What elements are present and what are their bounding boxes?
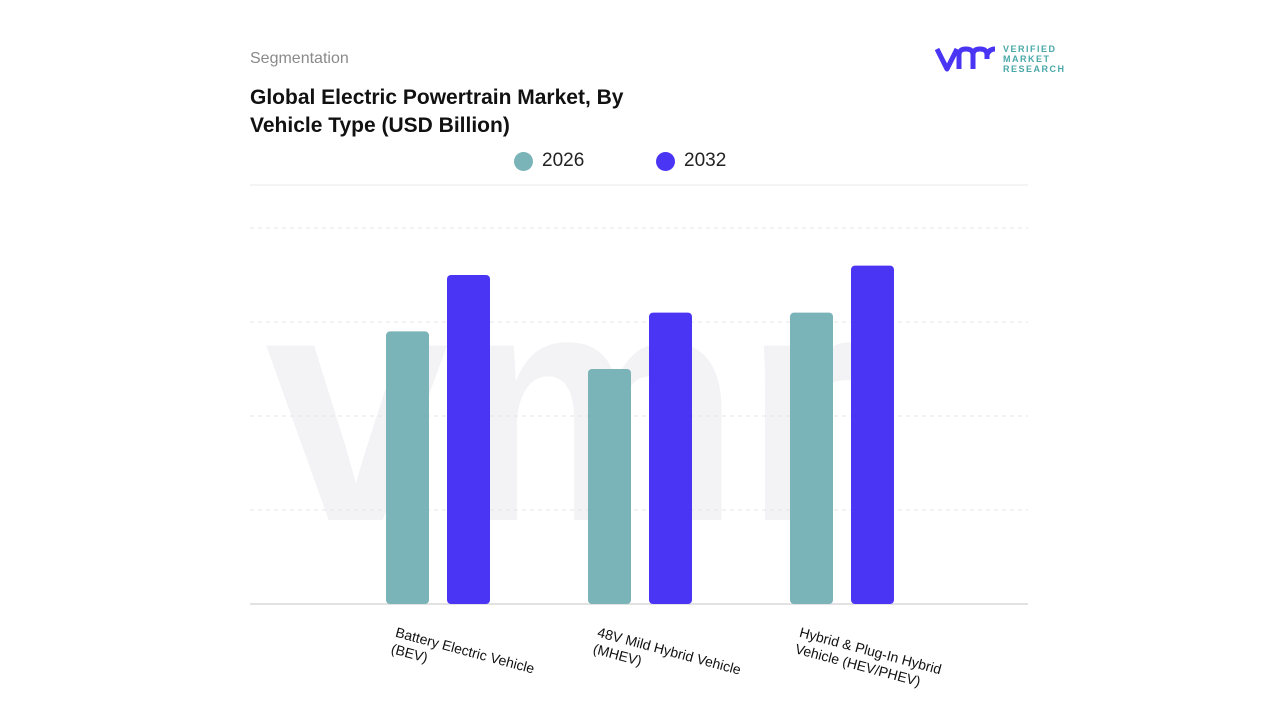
logo: VERIFIED MARKET RESEARCH <box>935 44 1066 74</box>
bar-2026-1 <box>588 369 631 604</box>
vmr-logo-icon <box>935 46 996 72</box>
legend-swatch-2032 <box>656 151 675 171</box>
watermark: vmr <box>265 221 870 590</box>
bar-2032-0 <box>447 275 490 604</box>
legend-item-2032: 2032 <box>656 150 726 172</box>
segment-label: Segmentation <box>250 50 349 67</box>
legend-swatch-2026 <box>514 151 533 171</box>
bar-2032-2 <box>851 265 894 604</box>
logo-line1: VERIFIED <box>1003 44 1057 54</box>
legend-item-2026: 2026 <box>514 150 584 172</box>
bar-2026-2 <box>790 312 833 604</box>
chart-title: Global Electric Powertrain Market, By Ve… <box>250 86 624 137</box>
logo-line2: MARKET <box>1003 54 1051 64</box>
legend-label-2026: 2026 <box>542 150 585 171</box>
legend-label-2032: 2032 <box>684 150 727 171</box>
logo-line3: RESEARCH <box>1003 64 1066 74</box>
bar-2032-1 <box>649 312 692 604</box>
bar-2026-0 <box>386 331 429 604</box>
